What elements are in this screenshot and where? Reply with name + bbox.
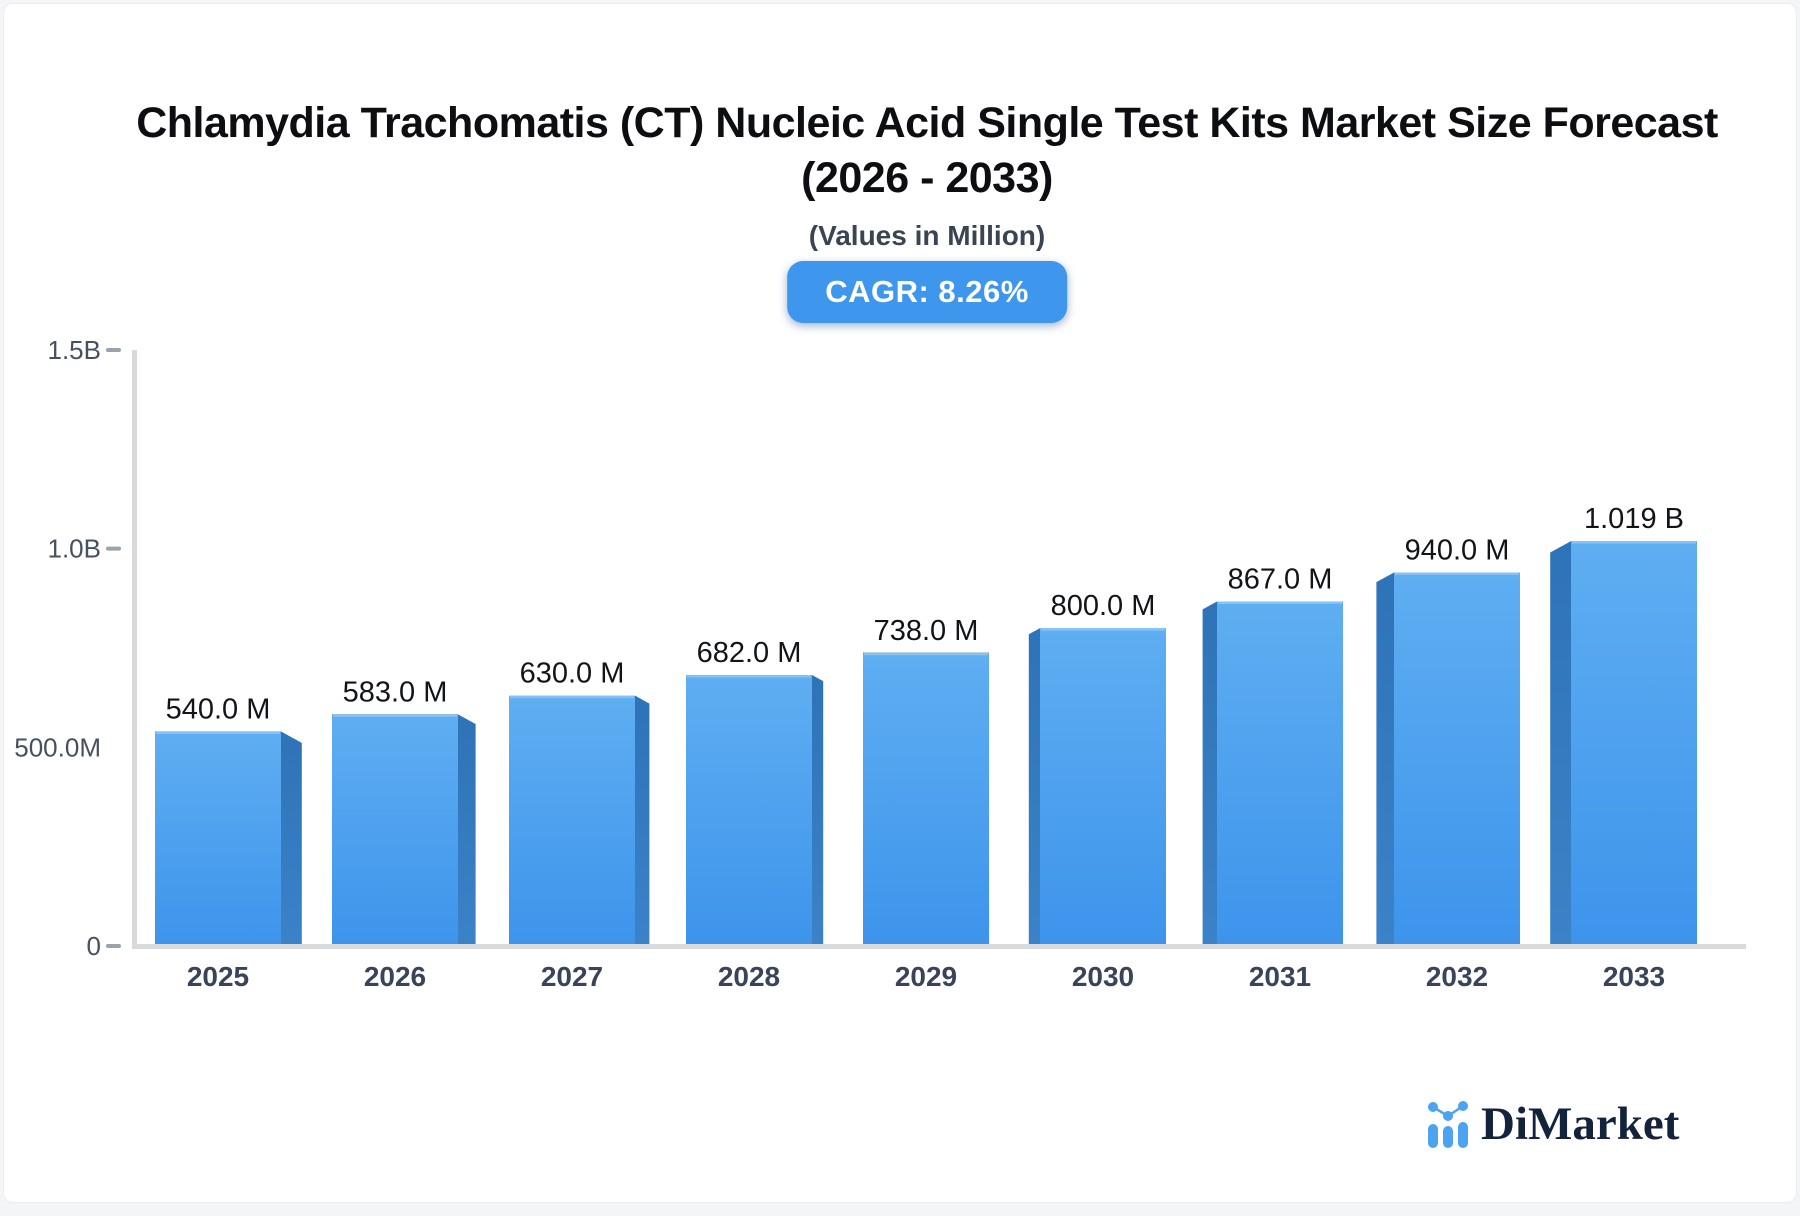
bar-side — [1376, 572, 1394, 945]
brand-name: DiMarket — [1481, 1098, 1680, 1150]
x-tick-label-2028: 2028 — [718, 961, 780, 992]
x-tick-label-2032: 2032 — [1426, 961, 1488, 992]
logo-dot-2 — [1443, 1111, 1453, 1121]
bar-2025[interactable] — [155, 731, 302, 945]
x-tick-label-2029: 2029 — [895, 961, 957, 992]
bar-face — [155, 731, 281, 945]
bar-value-label: 682.0 M — [697, 637, 802, 669]
market-size-bar-chart: 540.0 M 2025 583.0 M 2026 630.0 M 2027 682.0 M… — [14, 335, 1746, 992]
x-tick-label-2031: 2031 — [1249, 961, 1311, 992]
bar-top-highlight — [687, 675, 811, 678]
bar-value-label: 630.0 M — [520, 658, 625, 690]
y-tick-dash — [106, 348, 121, 352]
brand-logo-icon — [1428, 1101, 1468, 1148]
bar-top-highlight — [1218, 601, 1342, 605]
bar-side — [1550, 541, 1571, 945]
axis-layer — [106, 348, 1746, 949]
bar-face — [686, 675, 812, 945]
bar-face — [332, 714, 458, 945]
logo-bar-2 — [1443, 1126, 1453, 1148]
y-tick-dash — [106, 546, 121, 551]
y-axis-line — [132, 350, 137, 949]
bar-face — [1571, 541, 1697, 945]
bar-side — [1202, 601, 1217, 945]
bar-face — [863, 652, 989, 945]
bar-top-highlight — [1395, 572, 1519, 576]
y-tick-label-1.0B: 1.0B — [48, 534, 102, 564]
x-tick-label-2025: 2025 — [187, 961, 249, 992]
labels-layer: 540.0 M 2025 583.0 M 2026 630.0 M 2027 682.0 M… — [14, 335, 1684, 992]
bar-2026[interactable] — [332, 714, 476, 945]
bar-2030[interactable] — [1028, 628, 1166, 945]
y-tick-label-500.0M: 500.0M — [14, 732, 101, 762]
x-tick-label-2026: 2026 — [364, 961, 426, 992]
bar-face — [1394, 572, 1520, 945]
bar-side — [281, 731, 302, 945]
bar-side — [1028, 628, 1040, 945]
y-tick-label-0: 0 — [87, 931, 101, 961]
logo-dot-1 — [1428, 1102, 1438, 1112]
bar-top-highlight — [156, 731, 280, 734]
y-tick-label-1.5B: 1.5B — [48, 335, 102, 365]
bar-value-label: 940.0 M — [1405, 535, 1510, 567]
chart-subtitle: (Values in Million) — [808, 220, 1046, 251]
bar-side — [635, 695, 650, 945]
logo-dot-3 — [1458, 1101, 1468, 1111]
logo-bar-1 — [1428, 1124, 1438, 1148]
bar-top-highlight — [1041, 628, 1165, 631]
chart-title-line1: Chlamydia Trachomatis (CT) Nucleic Acid … — [136, 99, 1718, 147]
bar-top-highlight — [510, 695, 634, 699]
bar-top-highlight — [864, 652, 988, 656]
bar-top-highlight — [1572, 541, 1696, 544]
bar-value-label: 1.019 B — [1584, 503, 1684, 535]
bar-face — [1040, 628, 1166, 945]
chart-card: Chlamydia Trachomatis (CT) Nucleic Acid … — [3, 3, 1797, 1203]
bar-2029[interactable] — [863, 652, 989, 945]
bar-value-label: 583.0 M — [343, 676, 448, 708]
bars-layer — [155, 541, 1697, 945]
cagr-badge: CAGR: 8.26% — [787, 261, 1067, 323]
bar-value-label: 800.0 M — [1051, 590, 1156, 622]
y-tick-dash — [106, 944, 121, 948]
x-tick-label-2030: 2030 — [1072, 961, 1134, 992]
bar-2032[interactable] — [1376, 572, 1520, 945]
bar-value-label: 540.0 M — [166, 693, 271, 725]
brand-logo: DiMarket — [1426, 1098, 1679, 1148]
bar-top-highlight — [333, 714, 457, 717]
bar-face — [509, 695, 635, 945]
bar-side — [812, 675, 824, 945]
x-tick-label-2033: 2033 — [1603, 961, 1665, 992]
bar-value-label: 738.0 M — [874, 615, 979, 647]
chart-header: Chlamydia Trachomatis (CT) Nucleic Acid … — [136, 96, 1718, 323]
bar-2033[interactable] — [1550, 541, 1697, 945]
chart-title-line2: (2026 - 2033) — [801, 154, 1053, 202]
logo-bar-3 — [1458, 1122, 1468, 1148]
bar-face — [1217, 601, 1343, 945]
bar-2027[interactable] — [509, 695, 650, 945]
bar-value-label: 867.0 M — [1228, 564, 1333, 596]
bar-2028[interactable] — [686, 675, 824, 945]
bar-2031[interactable] — [1202, 601, 1343, 945]
x-tick-label-2027: 2027 — [541, 961, 603, 992]
bar-side — [458, 714, 476, 945]
x-axis-line — [132, 944, 1746, 949]
